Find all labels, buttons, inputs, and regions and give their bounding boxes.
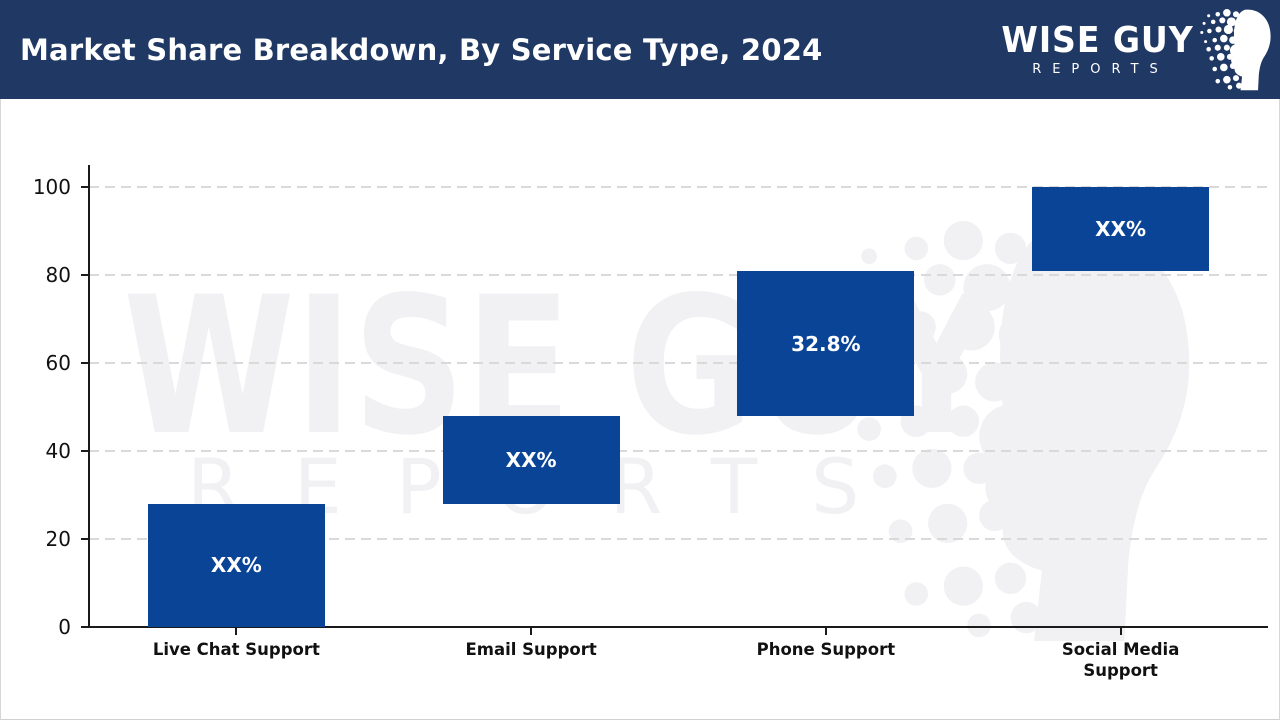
x-category-label-social-media-support: Social Media Support (1061, 640, 1180, 680)
logo-subtext: REPORTS (1032, 62, 1169, 77)
bar-value-label-live-chat-support: XX% (210, 553, 262, 578)
bar-phone-support: 32.8% (737, 271, 915, 416)
x-tickmark-phone-support (824, 628, 827, 635)
x-axis-line (88, 626, 1268, 628)
bar-social-media-support: XX% (1032, 187, 1210, 272)
y-tickmark-60 (81, 362, 89, 364)
y-tickmark-0 (81, 626, 89, 628)
x-tickmark-live-chat-support (235, 628, 238, 635)
x-category-label-email-support: Email Support (465, 640, 597, 659)
y-tick-label-20: 20 (45, 527, 71, 551)
logo-wordmark: WISE GUY REPORTS (993, 20, 1202, 77)
y-tick-label-100: 100 (32, 175, 71, 199)
header: Market Share Breakdown, By Service Type,… (0, 0, 1280, 99)
y-tickmark-100 (81, 186, 89, 188)
gridline-80 (89, 274, 1268, 276)
y-tick-label-40: 40 (45, 439, 71, 463)
bar-value-label-phone-support: 32.8% (791, 331, 861, 356)
gridline-40 (89, 450, 1268, 452)
logo-face-icon (1198, 8, 1274, 92)
y-tickmark-20 (81, 538, 89, 540)
y-tickmark-40 (81, 450, 89, 452)
logo-wordmark-text: WISE GUY (1001, 20, 1194, 61)
x-tickmark-social-media-support (1119, 628, 1122, 635)
gridline-60 (89, 362, 1268, 364)
y-tick-label-60: 60 (45, 351, 71, 375)
bar-value-label-email-support: XX% (505, 447, 557, 472)
x-category-label-phone-support: Phone Support (756, 640, 896, 659)
page-title: Market Share Breakdown, By Service Type,… (20, 32, 823, 67)
bar-value-label-social-media-support: XX% (1095, 217, 1147, 242)
gridline-20 (89, 538, 1268, 540)
y-axis-line (88, 165, 90, 628)
y-tick-label-80: 80 (45, 263, 71, 287)
bar-email-support: XX% (442, 415, 620, 504)
x-category-label-live-chat-support: Live Chat Support (152, 640, 320, 659)
gridline-100 (89, 186, 1268, 188)
y-tick-label-0: 0 (58, 615, 71, 639)
x-tickmark-email-support (530, 628, 533, 635)
y-tickmark-80 (81, 274, 89, 276)
brand-logo: WISE GUY REPORTS (1001, 6, 1274, 94)
bar-live-chat-support: XX% (147, 503, 325, 627)
